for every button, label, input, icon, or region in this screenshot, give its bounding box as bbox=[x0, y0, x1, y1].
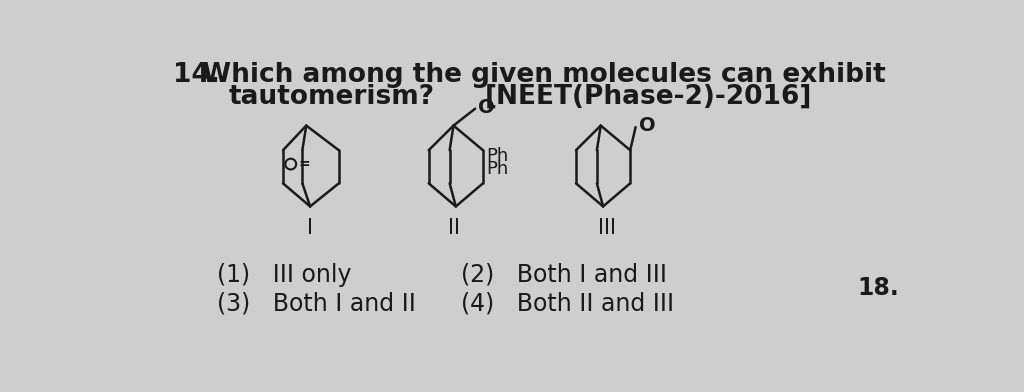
Text: (1)   III only: (1) III only bbox=[217, 263, 351, 287]
Text: (2)   Both I and III: (2) Both I and III bbox=[461, 263, 668, 287]
Text: Ph: Ph bbox=[486, 160, 508, 178]
Text: (4)   Both II and III: (4) Both II and III bbox=[461, 292, 675, 316]
Text: III: III bbox=[598, 218, 616, 238]
Text: II: II bbox=[447, 218, 460, 238]
Text: O: O bbox=[478, 98, 495, 116]
Text: [NEET(Phase-2)-2016]: [NEET(Phase-2)-2016] bbox=[484, 84, 812, 110]
Text: 18.: 18. bbox=[857, 276, 899, 300]
Text: tautomerism?: tautomerism? bbox=[228, 84, 435, 110]
Text: (3)   Both I and II: (3) Both I and II bbox=[217, 292, 416, 316]
Text: O: O bbox=[639, 116, 655, 135]
Text: Ph: Ph bbox=[486, 147, 508, 165]
Text: I: I bbox=[307, 218, 313, 238]
Text: 14.: 14. bbox=[173, 62, 220, 89]
Text: =: = bbox=[299, 157, 310, 171]
Text: Which among the given molecules can exhibit: Which among the given molecules can exhi… bbox=[202, 62, 886, 89]
